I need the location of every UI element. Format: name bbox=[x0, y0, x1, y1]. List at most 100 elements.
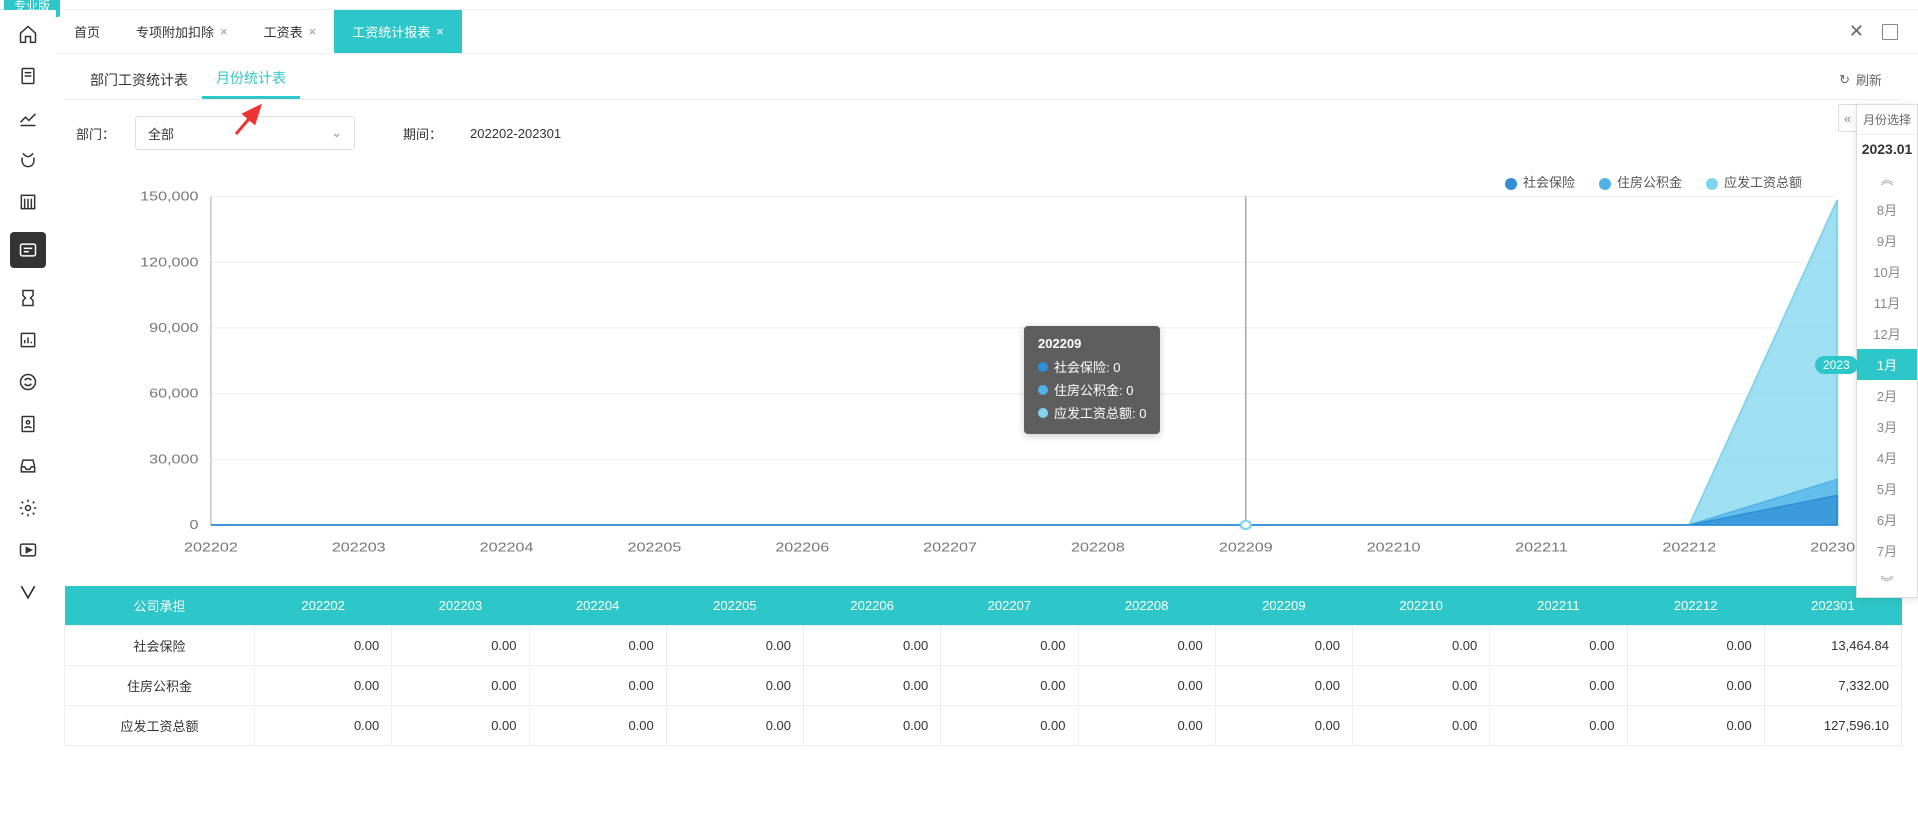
month-item[interactable]: 1月2023 bbox=[1857, 349, 1917, 380]
svg-text:60,000: 60,000 bbox=[149, 387, 198, 401]
svg-text:90,000: 90,000 bbox=[149, 321, 198, 335]
month-item[interactable]: 5月 bbox=[1857, 473, 1917, 504]
tax-icon[interactable] bbox=[16, 370, 40, 394]
legend-item[interactable]: 住房公积金 bbox=[1599, 172, 1682, 191]
month-item[interactable]: 10月 bbox=[1857, 256, 1917, 287]
month-item[interactable]: 12月 bbox=[1857, 318, 1917, 349]
tooltip-title: 202209 bbox=[1038, 336, 1146, 351]
home-icon[interactable] bbox=[16, 22, 40, 46]
cell: 0.00 bbox=[804, 626, 941, 666]
cell: 0.00 bbox=[1627, 626, 1764, 666]
cell: 0.00 bbox=[804, 706, 941, 746]
v-icon[interactable] bbox=[16, 580, 40, 604]
cell: 0.00 bbox=[1215, 626, 1352, 666]
svg-text:202211: 202211 bbox=[1515, 541, 1568, 555]
month-item[interactable]: 9月 bbox=[1857, 225, 1917, 256]
tooltip-row: 住房公积金: 0 bbox=[1038, 378, 1146, 401]
table-header: 202202 bbox=[255, 586, 392, 626]
cell: 0.00 bbox=[1490, 666, 1627, 706]
month-item[interactable]: 4月 bbox=[1857, 442, 1917, 473]
tab-工资表[interactable]: 工资表× bbox=[246, 10, 335, 53]
month-item[interactable]: 11月 bbox=[1857, 287, 1917, 318]
legend-dot-icon bbox=[1505, 178, 1517, 190]
table-header: 202208 bbox=[1078, 586, 1215, 626]
tabs-bar: 首页专项附加扣除×工资表× 工资统计报表 × ✕ bbox=[56, 10, 1918, 54]
tooltip-dot-icon bbox=[1038, 408, 1048, 418]
cell: 0.00 bbox=[1627, 706, 1764, 746]
salary-icon[interactable] bbox=[10, 232, 46, 268]
template-icon[interactable] bbox=[16, 286, 40, 310]
tab-工资统计报表[interactable]: 工资统计报表 × bbox=[334, 10, 462, 53]
cell: 0.00 bbox=[1353, 626, 1490, 666]
table-header: 202205 bbox=[666, 586, 803, 626]
svg-text:202205: 202205 bbox=[628, 541, 682, 555]
dept-select[interactable]: 全部 ⌄ bbox=[135, 116, 355, 150]
table-header: 202210 bbox=[1353, 586, 1490, 626]
month-panel-collapse[interactable]: « bbox=[1838, 104, 1856, 132]
table-header: 202209 bbox=[1215, 586, 1352, 626]
tab-label: 工资统计报表 bbox=[352, 22, 430, 41]
month-prev-icon[interactable]: ︽ bbox=[1857, 163, 1917, 194]
cell: 0.00 bbox=[529, 706, 666, 746]
cell: 0.00 bbox=[941, 666, 1078, 706]
cell: 0.00 bbox=[1353, 666, 1490, 706]
month-item[interactable]: 8月 bbox=[1857, 194, 1917, 225]
legend-item[interactable]: 社会保险 bbox=[1505, 172, 1575, 191]
svg-text:202208: 202208 bbox=[1071, 541, 1125, 555]
month-item[interactable]: 2月 bbox=[1857, 380, 1917, 411]
cell: 0.00 bbox=[255, 626, 392, 666]
cell: 0.00 bbox=[1215, 666, 1352, 706]
cell: 0.00 bbox=[1078, 706, 1215, 746]
month-item[interactable]: 7月 bbox=[1857, 535, 1917, 566]
cell: 0.00 bbox=[804, 666, 941, 706]
cell: 0.00 bbox=[392, 626, 529, 666]
fullscreen-icon[interactable] bbox=[1882, 24, 1898, 40]
doc-icon[interactable] bbox=[16, 412, 40, 436]
play-icon[interactable] bbox=[16, 538, 40, 562]
file-icon[interactable] bbox=[16, 64, 40, 88]
cell: 0.00 bbox=[529, 626, 666, 666]
tab-首页[interactable]: 首页 bbox=[56, 10, 118, 53]
close-all-icon[interactable]: ✕ bbox=[1849, 21, 1864, 42]
cell: 0.00 bbox=[666, 706, 803, 746]
chevron-down-icon: ⌄ bbox=[331, 125, 342, 141]
close-icon[interactable]: × bbox=[220, 24, 228, 39]
legend-item[interactable]: 应发工资总额 bbox=[1706, 172, 1802, 191]
chart-icon[interactable] bbox=[16, 106, 40, 130]
legend-dot-icon bbox=[1706, 178, 1718, 190]
cell: 0.00 bbox=[392, 666, 529, 706]
building-icon[interactable] bbox=[16, 190, 40, 214]
close-icon[interactable]: × bbox=[309, 24, 317, 39]
cell: 0.00 bbox=[1215, 706, 1352, 746]
svg-text:202301: 202301 bbox=[1810, 541, 1862, 555]
dept-select-value: 全部 bbox=[148, 124, 174, 143]
svg-text:202203: 202203 bbox=[332, 541, 386, 555]
month-item[interactable]: 6月 bbox=[1857, 504, 1917, 535]
inbox-icon[interactable] bbox=[16, 454, 40, 478]
money-icon[interactable] bbox=[16, 148, 40, 172]
refresh-button[interactable]: ↻ 刷新 bbox=[1839, 70, 1902, 89]
cell: 13,464.84 bbox=[1764, 626, 1901, 666]
svg-text:202204: 202204 bbox=[480, 541, 534, 555]
period-value: 202202-202301 bbox=[470, 126, 561, 141]
svg-text:150,000: 150,000 bbox=[140, 190, 198, 204]
tooltip-dot-icon bbox=[1038, 362, 1048, 372]
cell: 7,332.00 bbox=[1764, 666, 1901, 706]
close-icon[interactable]: × bbox=[436, 24, 444, 39]
gear-icon[interactable] bbox=[16, 496, 40, 520]
month-panel: 月份选择 2023.01 ︽ 8月9月10月11月12月1月20232月3月4月… bbox=[1856, 104, 1918, 598]
subtab-月份统计表[interactable]: 月份统计表 bbox=[202, 60, 300, 99]
refresh-label: 刷新 bbox=[1856, 70, 1882, 89]
month-item[interactable]: 3月 bbox=[1857, 411, 1917, 442]
chart: 社会保险住房公积金应发工资总额 030,00060,00090,000120,0… bbox=[64, 166, 1902, 586]
tab-专项附加扣除[interactable]: 专项附加扣除× bbox=[118, 10, 246, 53]
report-icon[interactable] bbox=[16, 328, 40, 352]
tab-label: 首页 bbox=[74, 22, 100, 41]
tooltip-row: 应发工资总额: 0 bbox=[1038, 401, 1146, 424]
cell: 0.00 bbox=[255, 666, 392, 706]
month-next-icon[interactable]: ︾ bbox=[1857, 566, 1917, 597]
subtab-部门工资统计表[interactable]: 部门工资统计表 bbox=[76, 60, 202, 99]
dept-label: 部门： bbox=[76, 124, 115, 143]
svg-text:202209: 202209 bbox=[1219, 541, 1273, 555]
table-row: 社会保险0.000.000.000.000.000.000.000.000.00… bbox=[65, 626, 1902, 666]
